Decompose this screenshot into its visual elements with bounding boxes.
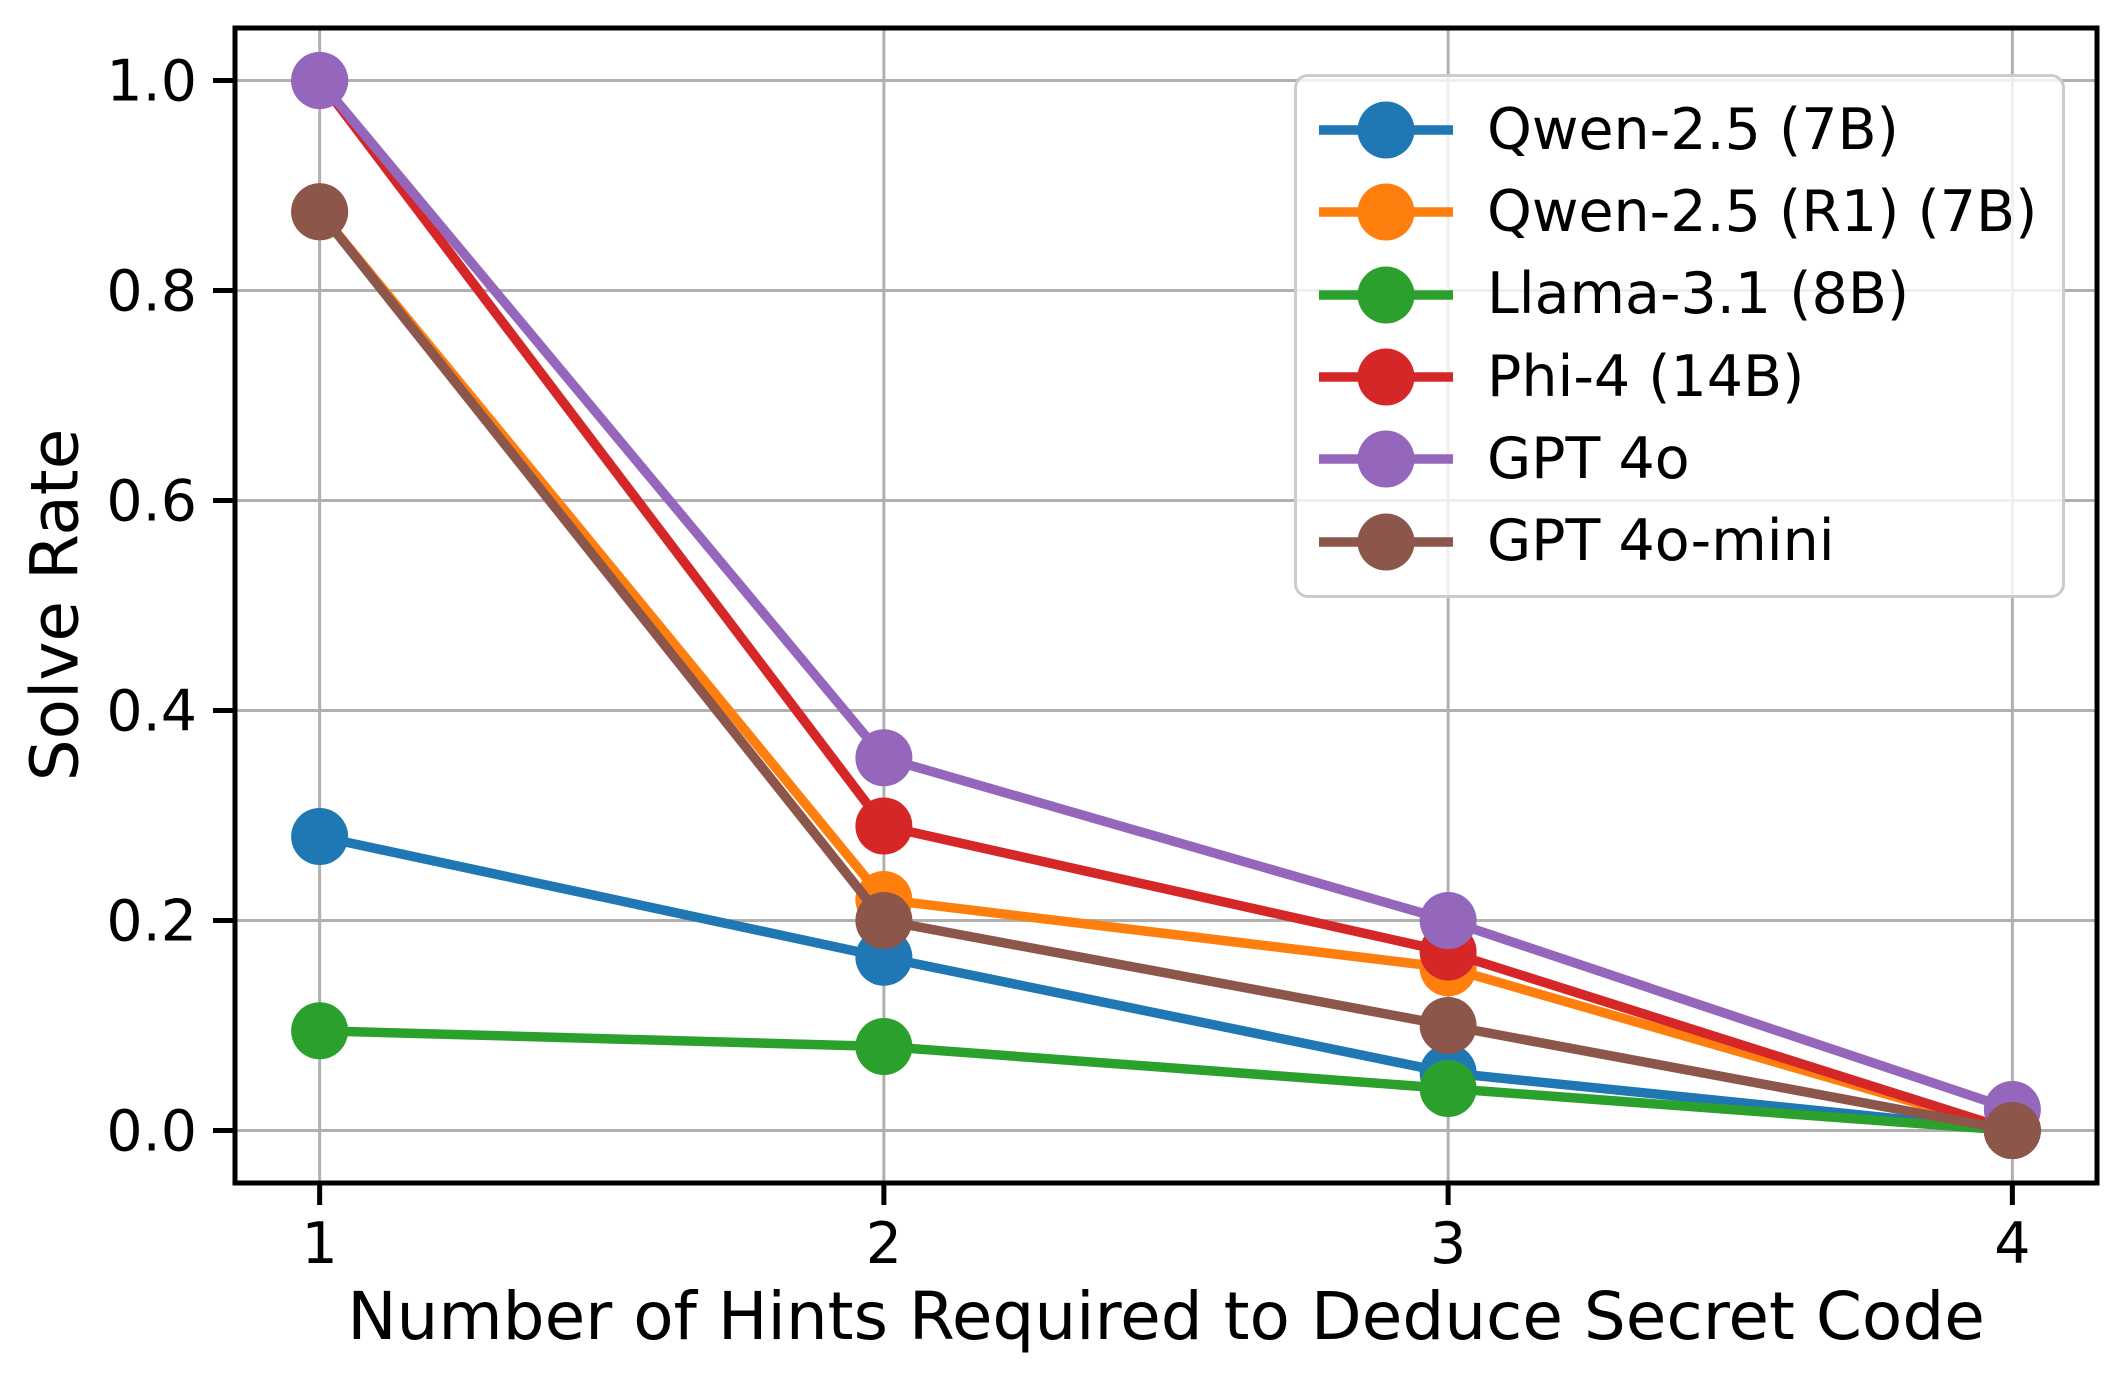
- series-line-qwen-2-5-r1-7b-: [315, 208, 2014, 1136]
- legend-marker-swatch: [1319, 266, 1453, 324]
- x-tick-label: 4: [1994, 1211, 2030, 1277]
- legend-label: GPT 4o-mini: [1487, 508, 1835, 575]
- data-point-marker: [1419, 1060, 1477, 1117]
- y-tick-label: 0.8: [106, 259, 197, 325]
- series-line-phi-4-14b-: [315, 77, 2014, 1136]
- y-tick-label: 1.0: [106, 49, 197, 115]
- x-axis-label: Number of Hints Required to Deduce Secre…: [347, 1278, 1985, 1355]
- legend-item: GPT 4o-mini: [1317, 509, 2038, 575]
- data-point-marker: [855, 892, 913, 949]
- legend-marker-swatch: [1319, 513, 1453, 571]
- data-point-marker: [291, 808, 349, 865]
- y-tick-label: 0.4: [106, 679, 197, 745]
- legend-item: Phi-4 (14B): [1317, 344, 2038, 410]
- legend-label: Qwen-2.5 (7B): [1487, 96, 1899, 163]
- data-point-marker: [291, 183, 349, 241]
- data-point-marker: [291, 52, 349, 109]
- axes-border: [232, 25, 2100, 1186]
- data-point-marker: [1983, 1102, 2041, 1159]
- series-line-qwen-2-5-7b-: [318, 831, 2013, 1136]
- data-point-marker: [1419, 997, 1477, 1054]
- data-point-marker: [855, 797, 913, 855]
- y-tick-label: 0.2: [106, 889, 197, 955]
- x-tick-label: 3: [1430, 1211, 1466, 1277]
- series-line-gpt-4o-mini: [315, 208, 2014, 1136]
- legend-marker-swatch: [1319, 101, 1453, 159]
- data-point-marker: [855, 1018, 913, 1075]
- data-point-marker: [291, 1002, 349, 1060]
- series-line-gpt-4o: [315, 77, 2014, 1115]
- data-point-marker: [1419, 892, 1477, 949]
- series-line-llama-3-1-8b-: [319, 1026, 2013, 1136]
- x-tick-label: 1: [302, 1211, 338, 1277]
- legend-item: Qwen-2.5 (7B): [1317, 97, 2038, 163]
- y-axis-label: Solve Rate: [16, 428, 94, 782]
- y-tick-label: 0.0: [106, 1099, 197, 1165]
- legend: Qwen-2.5 (7B) Qwen-2.5 (R1) (7B) Llama-3.1…: [1294, 74, 2065, 598]
- legend-label: Qwen-2.5 (R1) (7B): [1487, 179, 2038, 246]
- legend-item: Llama-3.1 (8B): [1317, 262, 2038, 328]
- legend-label: Llama-3.1 (8B): [1487, 261, 1910, 328]
- legend-marker-swatch: [1319, 183, 1453, 241]
- legend-item: GPT 4o: [1317, 426, 2038, 492]
- legend-label: Phi-4 (14B): [1487, 343, 1805, 410]
- x-tick-label: 2: [866, 1211, 902, 1277]
- legend-marker-swatch: [1319, 348, 1453, 406]
- legend-item: Qwen-2.5 (R1) (7B): [1317, 179, 2038, 245]
- legend-label: GPT 4o: [1487, 426, 1690, 493]
- legend-marker-swatch: [1319, 430, 1453, 488]
- data-point-marker: [855, 729, 913, 787]
- y-tick-label: 0.6: [106, 469, 197, 535]
